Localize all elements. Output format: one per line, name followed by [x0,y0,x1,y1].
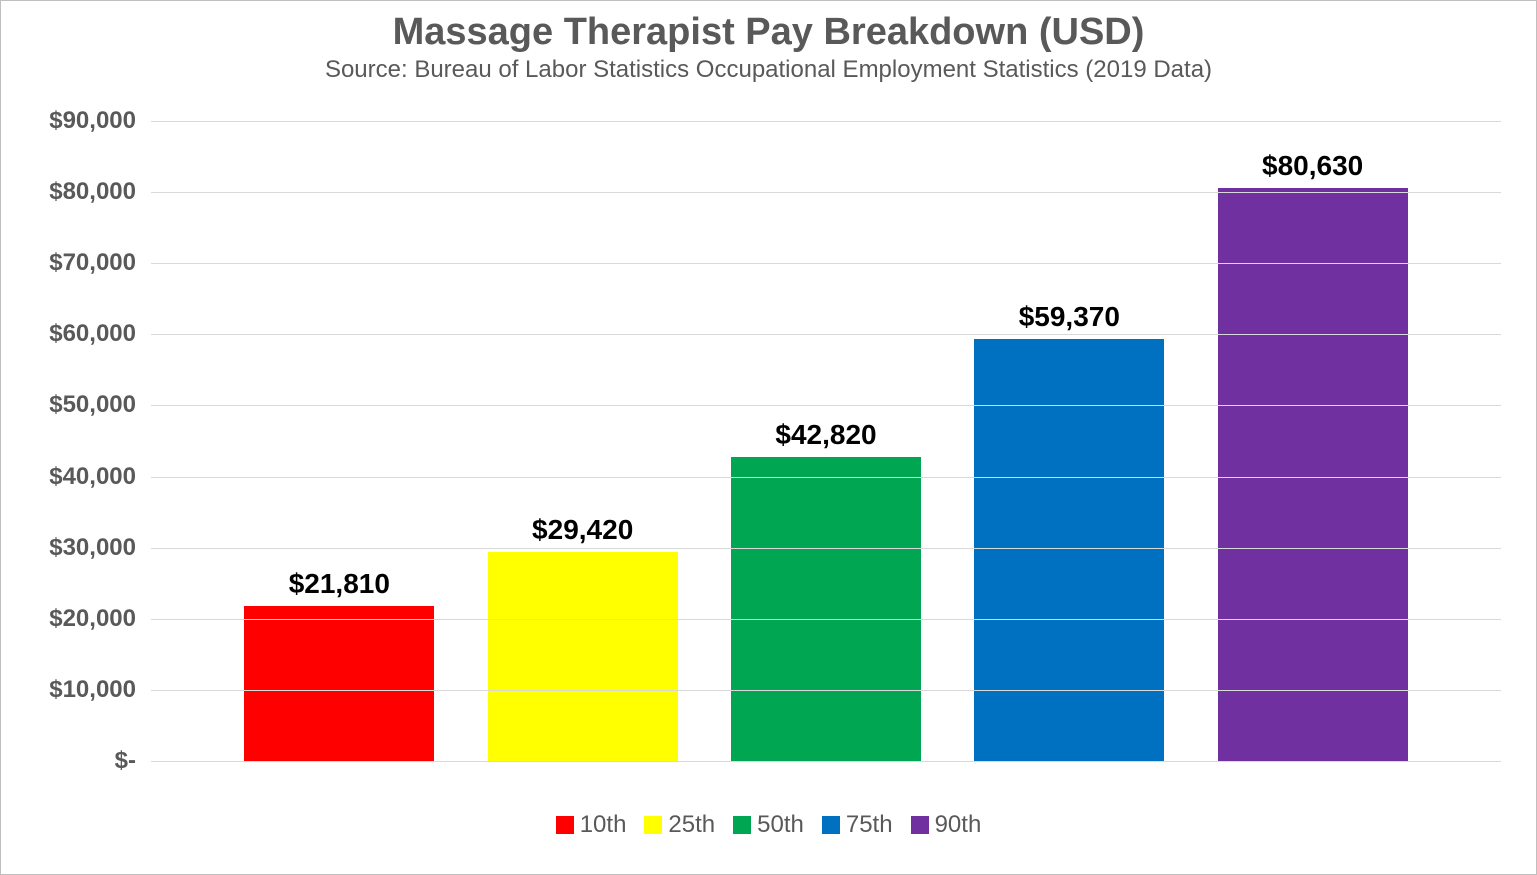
y-axis-label: $20,000 [16,605,136,633]
legend-label: 75th [846,811,893,839]
y-axis-label: $40,000 [16,463,136,491]
legend-swatch [644,816,662,834]
chart-title: Massage Therapist Pay Breakdown (USD) [1,11,1536,54]
legend-item-75th: 75th [822,811,893,839]
gridline [151,690,1501,691]
legend-label: 10th [580,811,627,839]
gridline [151,548,1501,549]
gridline [151,619,1501,620]
legend-label: 90th [935,811,982,839]
gridline [151,761,1501,762]
legend-label: 50th [757,811,804,839]
bar-value-label: $29,420 [532,514,633,546]
bar-50th: $42,820 [731,457,921,761]
bar-75th: $59,370 [974,339,1164,761]
bar-value-label: $59,370 [1019,301,1120,333]
legend: 10th 25th 50th 75th 90th [1,811,1536,839]
legend-swatch [556,816,574,834]
legend-swatch [911,816,929,834]
bars-group: $21,810 $29,420 $42,820 $59,370 $80,630 [151,121,1501,761]
bar-value-label: $80,630 [1262,150,1363,182]
gridline [151,405,1501,406]
gridline [151,477,1501,478]
gridline [151,334,1501,335]
y-axis-label: $50,000 [16,391,136,419]
y-axis-label: $80,000 [16,178,136,206]
bar [974,339,1164,761]
legend-item-25th: 25th [644,811,715,839]
y-axis-label: $10,000 [16,676,136,704]
y-axis-label: $90,000 [16,107,136,135]
legend-item-50th: 50th [733,811,804,839]
y-axis-label: $- [16,747,136,775]
y-axis-label: $30,000 [16,534,136,562]
legend-label: 25th [668,811,715,839]
bar-25th: $29,420 [488,552,678,761]
bar [731,457,921,761]
bar-10th: $21,810 [244,606,434,761]
legend-swatch [733,816,751,834]
plot-area: $21,810 $29,420 $42,820 $59,370 $80,630 [151,121,1501,761]
chart-container: Massage Therapist Pay Breakdown (USD) So… [0,0,1537,875]
bar [488,552,678,761]
y-axis-label: $70,000 [16,249,136,277]
gridline [151,263,1501,264]
bar [1218,188,1408,761]
legend-item-10th: 10th [556,811,627,839]
gridline [151,121,1501,122]
y-axis-label: $60,000 [16,320,136,348]
gridline [151,192,1501,193]
bar-90th: $80,630 [1218,188,1408,761]
bar-value-label: $21,810 [289,568,390,600]
legend-item-90th: 90th [911,811,982,839]
bar [244,606,434,761]
chart-subtitle: Source: Bureau of Labor Statistics Occup… [1,56,1536,84]
bar-value-label: $42,820 [775,419,876,451]
legend-swatch [822,816,840,834]
